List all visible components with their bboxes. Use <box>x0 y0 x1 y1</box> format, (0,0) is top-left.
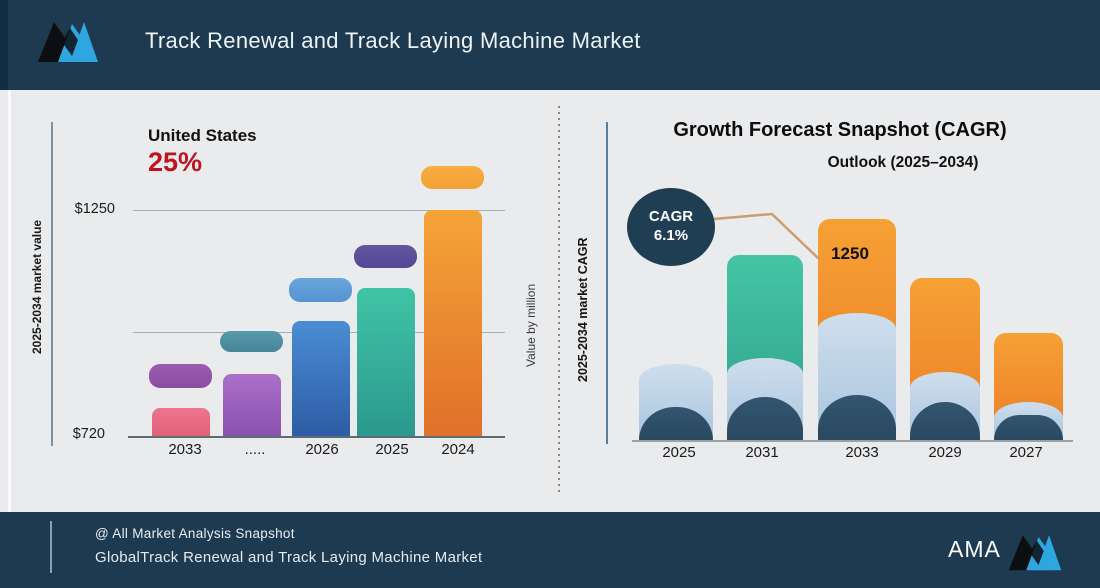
region-label: United States <box>148 126 257 145</box>
panel-left-border <box>8 90 11 512</box>
x-axis-label: 2025 <box>662 444 696 461</box>
ama-logo-icon <box>36 14 100 66</box>
right-y-axis-line <box>606 122 608 444</box>
x-axis-label: 2031 <box>745 444 779 461</box>
x-axis-label: 2033 <box>168 441 202 458</box>
bar-floating-cap <box>149 364 212 388</box>
page-title: Track Renewal and Track Laying Machine M… <box>145 28 641 53</box>
bar-floating-cap <box>354 245 417 268</box>
x-axis-label: 2025 <box>375 441 409 458</box>
footer-brand-text: AMA <box>948 536 1001 562</box>
x-axis-label: 2024 <box>441 441 475 458</box>
section-divider-dashed <box>558 106 560 494</box>
bar-floating-cap <box>421 166 484 189</box>
right-x-axis-line <box>632 440 1073 442</box>
y-tick-720: $720 <box>72 426 105 442</box>
bar-floating-cap <box>220 331 283 352</box>
x-axis-label: 2026 <box>305 441 339 458</box>
header-bar: Track Renewal and Track Laying Machine M… <box>0 0 1100 90</box>
bar <box>152 408 210 437</box>
bar-segment-navy <box>994 415 1063 440</box>
x-axis-label: 2029 <box>928 444 962 461</box>
x-axis-label: 2033 <box>845 444 879 461</box>
bar <box>223 374 281 437</box>
footer-bar: @ All Market Analysis Snapshot GlobalTra… <box>0 512 1100 588</box>
share-percentage: 25% <box>148 147 203 177</box>
bar <box>292 321 350 437</box>
ama-logo-icon <box>1006 530 1064 572</box>
footer-source: GlobalTrack Renewal and Track Laying Mac… <box>95 549 483 566</box>
bar-floating-cap <box>289 278 352 302</box>
gridline <box>133 210 505 211</box>
bar-value-annotation: 1250 <box>831 244 869 263</box>
left-y-axis-line <box>51 122 53 446</box>
x-axis-label: 2027 <box>1009 444 1043 461</box>
cagr-callout-value: 6.1% <box>653 227 689 244</box>
x-axis-label: ..... <box>244 441 266 458</box>
left-x-axis-line <box>128 436 505 438</box>
right-chart-title: Growth Forecast Snapshot (CAGR) <box>673 119 1007 141</box>
right-chart-subtitle: Outlook (2025–2034) <box>827 154 979 171</box>
cagr-callout-label: CAGR <box>648 208 694 226</box>
bar <box>424 210 482 437</box>
footer-divider-line <box>50 521 52 573</box>
y-tick-1250: $1250 <box>74 201 115 217</box>
footer-tagline: @ All Market Analysis Snapshot <box>95 526 295 541</box>
header-left-edge <box>0 0 8 90</box>
bar <box>357 288 415 437</box>
cagr-callout-bubble: CAGR 6.1% <box>627 188 715 266</box>
